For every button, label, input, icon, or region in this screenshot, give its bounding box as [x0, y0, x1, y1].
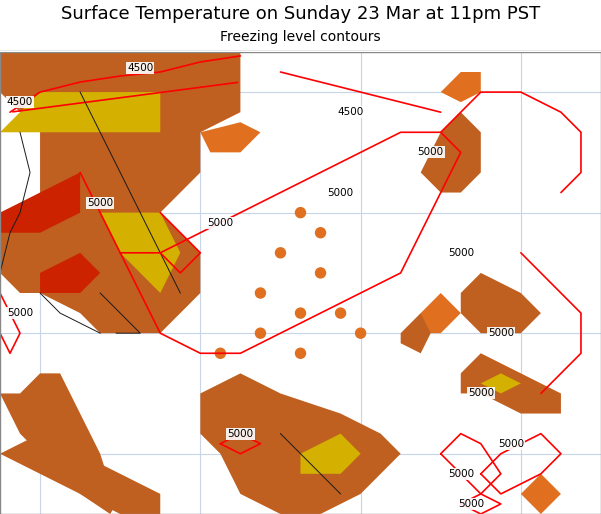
Polygon shape	[100, 213, 180, 293]
Circle shape	[296, 348, 305, 358]
Text: 5000: 5000	[418, 148, 444, 157]
Polygon shape	[0, 52, 240, 333]
Polygon shape	[0, 434, 160, 514]
Circle shape	[255, 288, 266, 298]
Circle shape	[316, 228, 326, 238]
Text: 5000: 5000	[207, 218, 233, 228]
Text: 4500: 4500	[7, 97, 33, 107]
Polygon shape	[421, 112, 481, 193]
Polygon shape	[481, 373, 521, 393]
Circle shape	[296, 208, 305, 217]
Polygon shape	[0, 173, 80, 233]
Circle shape	[316, 268, 326, 278]
Polygon shape	[300, 434, 361, 474]
Text: 5000: 5000	[468, 389, 494, 398]
Circle shape	[275, 248, 285, 258]
Polygon shape	[421, 293, 461, 333]
Polygon shape	[441, 72, 481, 102]
Text: 5000: 5000	[328, 188, 353, 197]
Polygon shape	[0, 92, 160, 132]
Text: 5000: 5000	[498, 438, 524, 449]
Polygon shape	[461, 273, 541, 333]
Circle shape	[215, 348, 225, 358]
Circle shape	[356, 328, 365, 338]
Text: 5000: 5000	[87, 197, 113, 208]
Polygon shape	[521, 474, 561, 514]
Circle shape	[255, 328, 266, 338]
Polygon shape	[200, 373, 401, 514]
Text: 4500: 4500	[337, 107, 364, 117]
Polygon shape	[0, 373, 116, 514]
Text: 5000: 5000	[448, 248, 474, 258]
Polygon shape	[461, 353, 561, 414]
Text: Surface Temperature on Sunday 23 Mar at 11pm PST: Surface Temperature on Sunday 23 Mar at …	[61, 5, 540, 24]
Text: 5000: 5000	[448, 469, 474, 479]
Text: Freezing level contours: Freezing level contours	[220, 30, 381, 44]
Circle shape	[296, 308, 305, 318]
Circle shape	[335, 308, 346, 318]
Text: 5000: 5000	[488, 328, 514, 338]
Text: 5000: 5000	[227, 429, 254, 438]
Text: 5000: 5000	[458, 499, 484, 509]
Polygon shape	[40, 253, 100, 293]
Polygon shape	[401, 313, 431, 353]
Polygon shape	[200, 122, 260, 152]
Text: 4500: 4500	[127, 63, 153, 73]
Text: 5000: 5000	[7, 308, 33, 318]
